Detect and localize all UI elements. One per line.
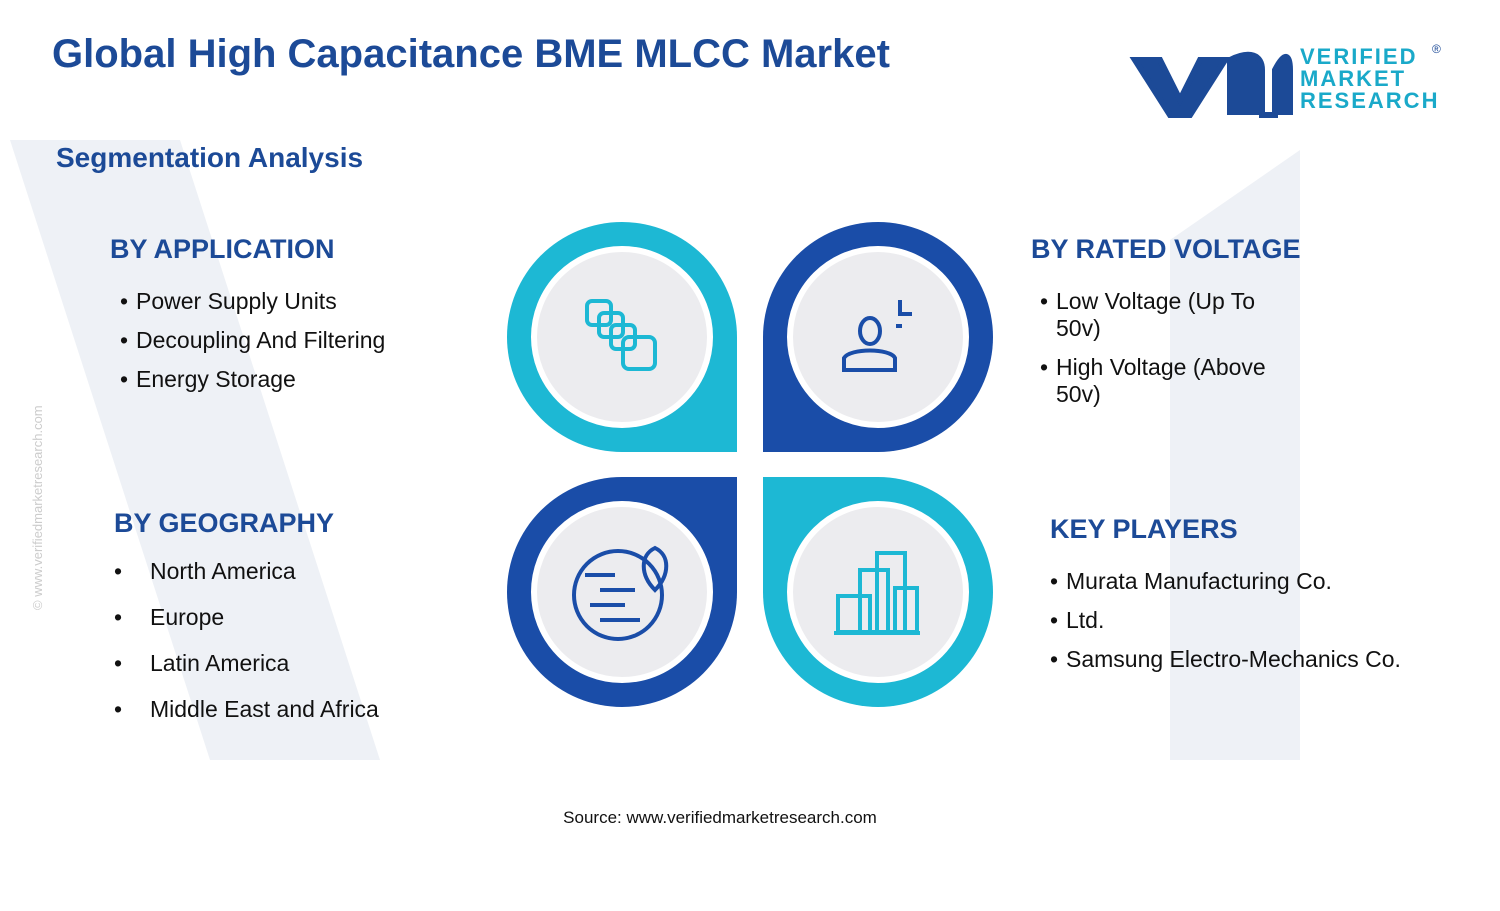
segment-list: Power Supply Units Decoupling And Filteri…: [120, 288, 460, 405]
icon-capacitors: [585, 299, 657, 371]
segment-list: North America Europe Latin America Middle E…: [114, 558, 454, 742]
source: Source: www.verifiedmarketresearch.com: [563, 808, 877, 827]
logo-text: VERIFIED MARKET RESEARCH: [1300, 44, 1440, 113]
segment-item: Power Supply Units: [120, 288, 460, 315]
watermark-shape: [10, 140, 1300, 760]
segment-item: High Voltage (Above 50v): [1040, 354, 1300, 408]
title: Global High Capacitance BME MLCC Market: [52, 32, 890, 76]
segment-item: Energy Storage: [120, 366, 460, 393]
segment-item: Low Voltage (Up To 50v): [1040, 288, 1300, 342]
segment-heading: BY GEOGRAPHY: [114, 508, 335, 538]
segment-item: Decoupling And Filtering: [120, 327, 460, 354]
logo-mark: [1129, 51, 1293, 118]
icon-globe: [572, 545, 669, 641]
segment-item: Ltd.: [1050, 607, 1470, 634]
segment-item: Middle East and Africa: [114, 696, 454, 723]
subtitle: Segmentation Analysis: [56, 142, 364, 173]
segment-item: Europe: [114, 604, 454, 631]
segment-list: Low Voltage (Up To 50v) High Voltage (Abo…: [1040, 288, 1300, 420]
watermark: © www.verifiedmarketresearch.com: [30, 405, 45, 610]
segment-heading: BY RATED VOLTAGE: [1031, 234, 1301, 264]
segment-heading: BY APPLICATION: [110, 234, 335, 264]
segment-item: Latin America: [114, 650, 454, 677]
icon-person: [842, 300, 912, 372]
segment-heading: KEY PLAYERS: [1050, 514, 1238, 544]
segment-item: Murata Manufacturing Co.: [1050, 568, 1470, 595]
segment-list: Murata Manufacturing Co. Ltd. Samsung Elec…: [1050, 568, 1470, 685]
icon-buildings: [834, 551, 920, 635]
segment-item: Samsung Electro-Mechanics Co.: [1050, 646, 1470, 673]
logo-reg: ®: [1432, 42, 1441, 56]
segment-item: North America: [114, 558, 454, 585]
